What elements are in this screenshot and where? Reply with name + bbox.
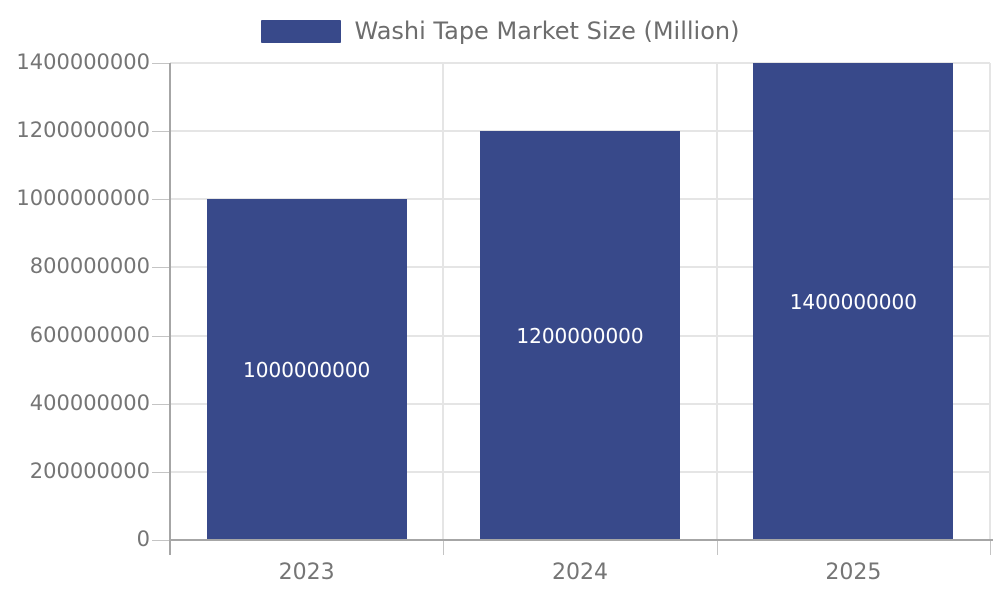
y-axis-tick-label: 800000000: [29, 254, 150, 279]
x-gridline: [989, 63, 991, 540]
y-tick-mark: [152, 540, 170, 541]
legend[interactable]: Washi Tape Market Size (Million): [0, 14, 1000, 48]
y-tick-mark: [152, 335, 170, 337]
x-axis-tick-label: 2023: [278, 560, 335, 585]
y-axis-tick-label: 1200000000: [16, 118, 150, 143]
x-axis-tick-label: 2025: [825, 560, 882, 585]
y-axis-line: [169, 63, 171, 555]
bar-2025: [753, 63, 954, 540]
x-axis-line: [169, 539, 993, 541]
bar-value-label: 1200000000: [516, 323, 644, 348]
x-tick-mark: [716, 540, 718, 555]
x-tick-mark: [443, 540, 445, 555]
legend-swatch: [260, 19, 341, 43]
y-axis-tick-label: 1000000000: [16, 186, 150, 211]
y-axis-tick-label: 1400000000: [16, 50, 150, 74]
bar-2024: [480, 131, 680, 540]
bar-value-label: 1000000000: [243, 357, 371, 382]
x-gridline: [715, 63, 718, 540]
x-axis-tick-label: 2024: [552, 560, 608, 585]
y-tick-mark: [152, 131, 170, 133]
y-axis-tick-label: 200000000: [29, 458, 150, 483]
y-tick-mark: [152, 403, 170, 405]
x-tick-mark: [990, 540, 991, 555]
y-tick-mark: [152, 63, 170, 64]
y-gridline: [170, 62, 990, 64]
bar-2023: [206, 199, 407, 540]
y-tick-mark: [152, 199, 170, 201]
y-axis-tick-label: 400000000: [29, 390, 150, 415]
legend-label: Washi Tape Market Size (Million): [354, 17, 740, 45]
y-tick-mark: [152, 267, 170, 269]
y-tick-mark: [152, 471, 170, 473]
y-axis-tick-label: 0: [136, 527, 150, 551]
y-axis-tick-label: 600000000: [29, 322, 150, 347]
bar-value-label: 1400000000: [789, 289, 917, 314]
x-gridline: [442, 63, 445, 540]
